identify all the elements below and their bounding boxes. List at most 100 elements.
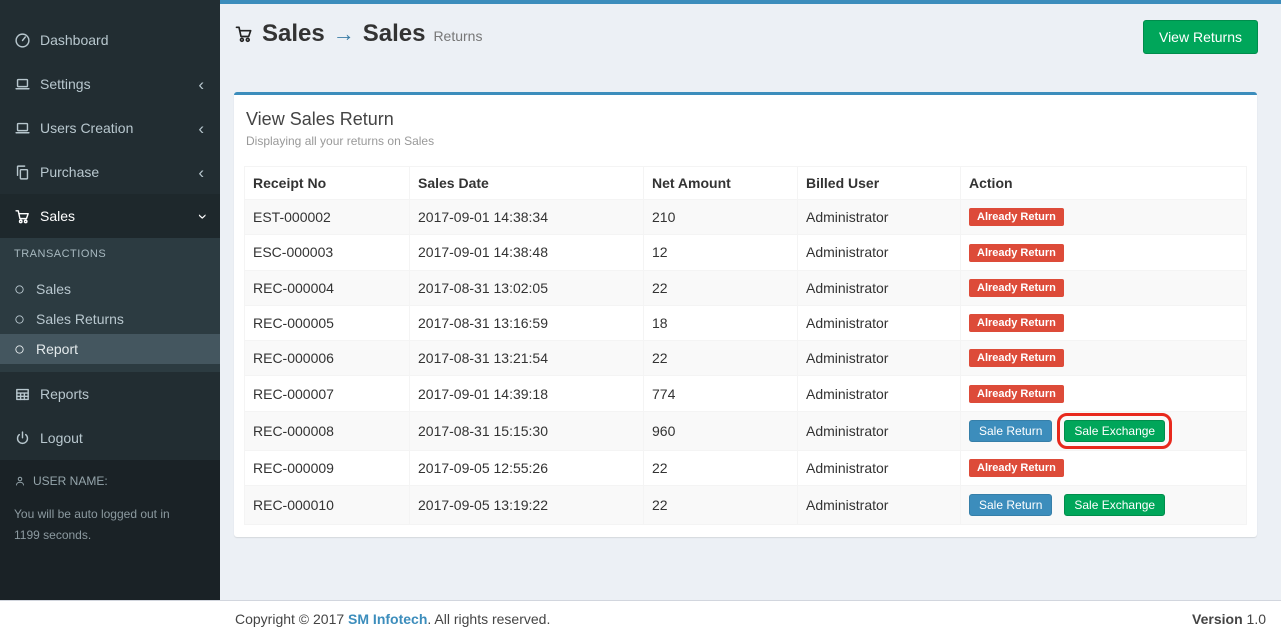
sales-date-cell: 2017-09-05 13:19:22	[409, 485, 644, 526]
top-accent-strip	[220, 0, 1281, 4]
page-title: Sales → Sales Returns	[234, 20, 1258, 48]
sidebar-item-users-creation[interactable]: Users Creation ‹	[0, 106, 220, 150]
sidebar-item-label: Sales Returns	[36, 311, 124, 327]
already-return-badge: Already Return	[969, 208, 1064, 227]
net-amount-cell: 774	[643, 375, 798, 412]
panel-body: Receipt No Sales Date Net Amount Billed …	[234, 158, 1257, 537]
sales-date-cell: 2017-09-01 14:38:34	[409, 198, 644, 236]
breadcrumb-primary: Sales	[262, 20, 325, 47]
panel-title: View Sales Return	[246, 109, 394, 129]
sidebar-item-label: Sales	[36, 281, 72, 297]
sales-date-cell: 2017-08-31 13:02:05	[409, 269, 644, 306]
monitor-icon	[14, 120, 40, 137]
sidebar-item-label: Users Creation	[40, 120, 134, 136]
sidebar-item-purchase[interactable]: Purchase ‹	[0, 150, 220, 194]
already-return-badge: Already Return	[969, 349, 1064, 368]
sidebar-item-label: Logout	[40, 430, 83, 446]
breadcrumb-sub: Returns	[433, 28, 483, 44]
monitor-icon	[14, 76, 40, 93]
company-link[interactable]: SM Infotech	[348, 611, 428, 627]
table-row: REC-000005 2017-08-31 13:16:59 18 Administr…	[244, 304, 1247, 342]
billed-user-cell: Administrator	[797, 485, 961, 526]
sale-exchange-button[interactable]: Sale Exchange	[1064, 494, 1166, 517]
chevron-left-icon: ‹	[198, 162, 204, 182]
col-sales-date: Sales Date	[409, 166, 644, 200]
already-return-badge: Already Return	[969, 278, 1064, 297]
sidebar-item-label: Settings	[40, 76, 91, 92]
table-row: REC-000008 2017-08-31 15:15:30 960 Administ…	[244, 410, 1247, 451]
receipt-no-cell: ESC-000003	[244, 234, 410, 271]
arrow-right-icon: →	[332, 21, 355, 46]
content-header: Sales → Sales Returns View Returns	[220, 4, 1281, 54]
receipt-no-cell: REC-000009	[244, 449, 410, 487]
panel-header: View Sales Return Displaying all your re…	[234, 95, 1257, 158]
sidebar-item-label: Dashboard	[40, 32, 109, 48]
sales-date-cell: 2017-08-31 15:15:30	[409, 410, 644, 451]
sale-exchange-button[interactable]: Sale Exchange	[1057, 412, 1173, 449]
already-return-badge: Already Return	[969, 384, 1064, 403]
sales-submenu: TRANSACTIONS Sales Sales Ret	[0, 238, 220, 372]
sidebar-item-label: Reports	[40, 386, 90, 402]
action-cell: Already Return	[960, 198, 1247, 236]
table-row: REC-000010 2017-09-05 13:19:22 22 Administr…	[244, 485, 1247, 526]
sidebar-item-settings[interactable]: Settings ‹	[0, 62, 220, 106]
billed-user-cell: Administrator	[797, 340, 961, 377]
billed-user-cell: Administrator	[797, 449, 961, 487]
net-amount-cell: 22	[643, 269, 798, 306]
already-return-badge: Already Return	[969, 459, 1064, 478]
sales-date-cell: 2017-09-01 14:38:48	[409, 234, 644, 271]
billed-user-cell: Administrator	[797, 304, 961, 342]
net-amount-cell: 22	[643, 449, 798, 487]
cart-icon	[14, 208, 40, 225]
sales-returns-table: Receipt No Sales Date Net Amount Billed …	[244, 166, 1247, 526]
copyright-text: Copyright © 2017 SM Infotech. All rights…	[235, 611, 551, 627]
chevron-left-icon: ‹	[198, 74, 204, 94]
sidebar-item-logout[interactable]: Logout	[0, 416, 220, 460]
sale-return-button[interactable]: Sale Return	[969, 494, 1053, 517]
receipt-no-cell: REC-000010	[244, 485, 410, 526]
sidebar-menu: Dashboard Settings ‹ Users Creation ‹	[0, 0, 220, 460]
sale-return-button[interactable]: Sale Return	[969, 419, 1053, 442]
sales-date-cell: 2017-09-01 14:39:18	[409, 375, 644, 412]
net-amount-cell: 22	[643, 485, 798, 526]
cart-icon	[234, 24, 254, 44]
breadcrumb-secondary: Sales	[362, 20, 426, 47]
sidebar-item-report[interactable]: Report	[0, 334, 220, 364]
chevron-left-icon: ‹	[198, 118, 204, 138]
sidebar: Dashboard Settings ‹ Users Creation ‹	[0, 0, 220, 600]
action-cell: Sale Return Sale Exchange	[960, 485, 1247, 526]
user-icon	[14, 475, 26, 487]
footer: Copyright © 2017 SM Infotech. All rights…	[0, 600, 1281, 639]
table-row: REC-000004 2017-08-31 13:02:05 22 Administr…	[244, 269, 1247, 306]
user-panel: USER NAME: You will be auto logged out i…	[0, 460, 220, 600]
power-icon	[14, 430, 40, 447]
panel-subtitle: Displaying all your returns on Sales	[246, 134, 435, 148]
circle-icon	[14, 344, 36, 355]
receipt-no-cell: REC-000005	[244, 304, 410, 342]
sales-date-cell: 2017-08-31 13:16:59	[409, 304, 644, 342]
view-returns-button[interactable]: View Returns	[1142, 20, 1258, 54]
sales-date-cell: 2017-08-31 13:21:54	[409, 340, 644, 377]
version-text: Version 1.0	[1192, 611, 1266, 627]
action-cell: Already Return	[960, 269, 1247, 306]
action-cell: Already Return	[960, 340, 1247, 377]
sidebar-item-sales[interactable]: Sales ‹	[0, 194, 220, 238]
billed-user-cell: Administrator	[797, 198, 961, 236]
col-action: Action	[960, 166, 1247, 200]
sales-return-panel: View Sales Return Displaying all your re…	[234, 92, 1257, 538]
auto-logout-note: You will be auto logged out in 1199 seco…	[14, 507, 170, 542]
user-name-label: USER NAME:	[14, 474, 206, 488]
billed-user-cell: Administrator	[797, 269, 961, 306]
sidebar-item-sales-returns[interactable]: Sales Returns	[0, 304, 220, 334]
already-return-badge: Already Return	[969, 243, 1064, 262]
sidebar-item-reports[interactable]: Reports	[0, 372, 220, 416]
content-area: Sales → Sales Returns View Returns View …	[220, 0, 1281, 600]
sidebar-item-sales-transaction[interactable]: Sales	[0, 274, 220, 304]
action-cell: Already Return	[960, 375, 1247, 412]
net-amount-cell: 22	[643, 340, 798, 377]
billed-user-cell: Administrator	[797, 375, 961, 412]
sidebar-item-dashboard[interactable]: Dashboard	[0, 18, 220, 62]
receipt-no-cell: REC-000007	[244, 375, 410, 412]
net-amount-cell: 960	[643, 410, 798, 451]
